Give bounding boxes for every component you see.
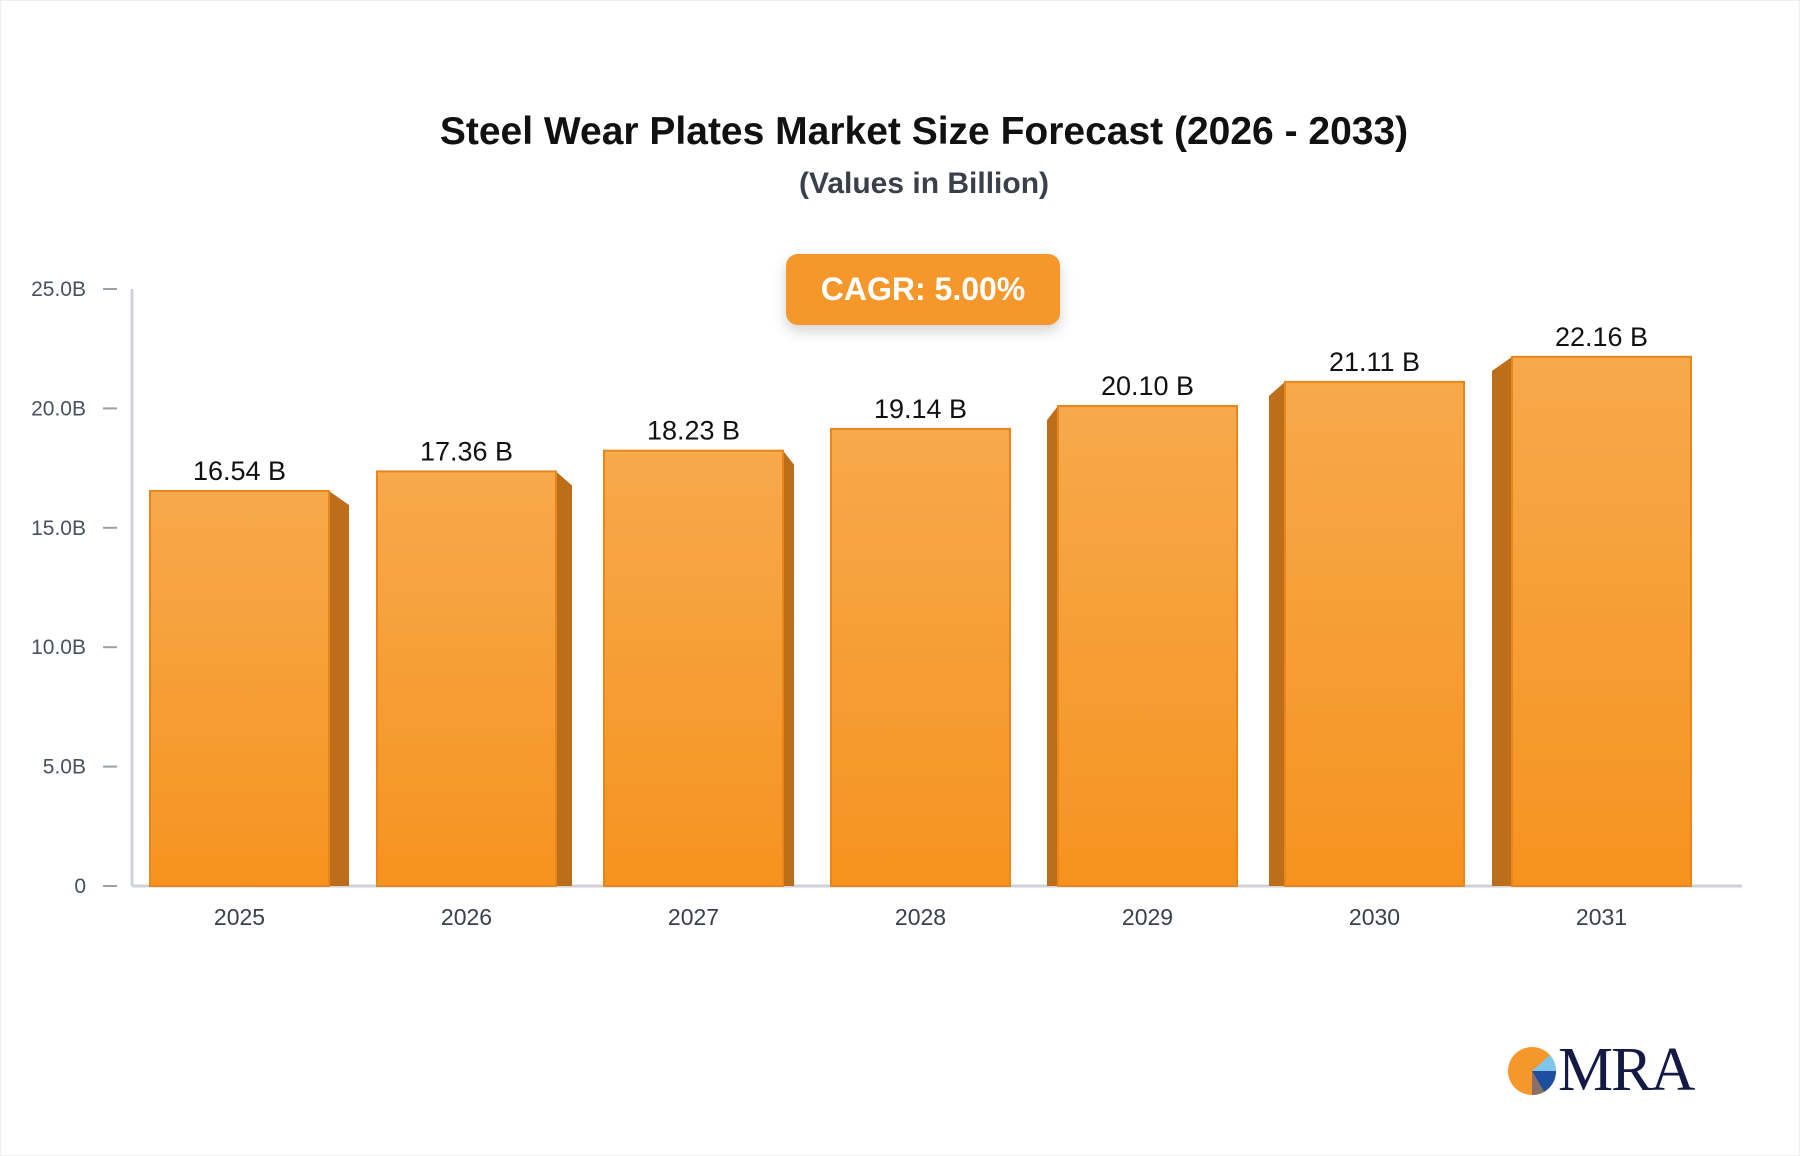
bar [1284,380,1465,887]
bar-side [556,471,572,886]
logo-text: MRA [1558,1036,1695,1104]
bar-data-label: 17.36 B [420,436,513,466]
bar [149,490,330,887]
bar [830,427,1011,887]
bar-data-label: 22.16 B [1555,322,1648,352]
bar-side [1492,356,1512,886]
bar-data-label: 19.14 B [874,394,967,424]
bar-data-label: 18.23 B [647,416,740,446]
bar-side [783,450,794,886]
bar-data-label: 21.11 B [1329,347,1420,377]
y-tick-label: 25.0B [31,278,86,301]
mra-logo: MRA [1506,1036,1696,1104]
bar-side [1047,406,1058,886]
bar [603,449,784,887]
x-tick-label: 2030 [1349,904,1400,930]
chart-subtitle: (Values in Billion) [798,167,1050,200]
cagr-badge: CAGR: 5.00% [786,254,1060,325]
chart-title: Steel Wear Plates Market Size Forecast (… [439,110,1409,153]
y-tick-label: 5.0B [43,756,86,779]
bar [1511,355,1692,887]
bar [1057,405,1238,887]
x-tick-label: 2031 [1576,904,1627,930]
y-tick-label: 0 [74,875,86,898]
bar-data-label: 20.10 B [1101,371,1194,401]
pie-logo-icon [1508,1047,1557,1096]
y-tick-label: 10.0B [31,636,86,659]
x-tick-label: 2027 [668,904,719,930]
bar-data-label: 16.54 B [193,456,286,486]
x-tick-label: 2025 [214,904,265,930]
x-tick-label: 2028 [895,904,946,930]
y-tick-label: 15.0B [31,517,86,540]
x-tick-label: 2029 [1122,904,1173,930]
bar [376,470,557,887]
bar-side [329,491,349,886]
y-tick-label: 20.0B [31,397,86,420]
bar-side [1269,381,1285,886]
x-tick-label: 2026 [441,904,492,930]
